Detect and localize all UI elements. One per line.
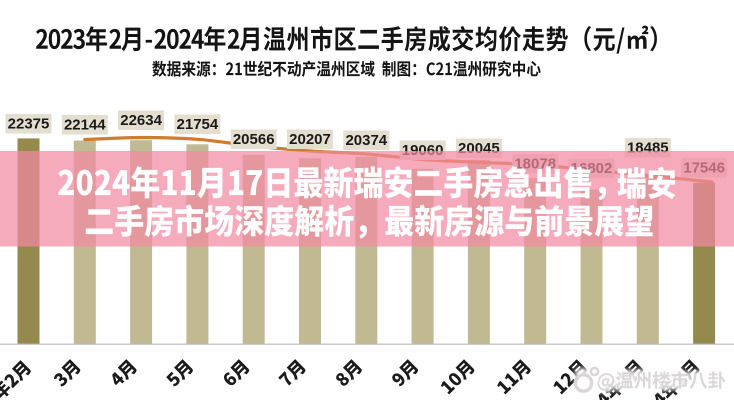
svg-text:22634: 22634 bbox=[120, 112, 162, 129]
svg-text:22375: 22375 bbox=[8, 116, 50, 133]
svg-text:20566: 20566 bbox=[233, 131, 275, 148]
svg-text:22144: 22144 bbox=[64, 117, 106, 134]
svg-text:21754: 21754 bbox=[177, 116, 219, 133]
svg-text:20207: 20207 bbox=[289, 131, 331, 148]
svg-text:20374: 20374 bbox=[345, 132, 387, 149]
